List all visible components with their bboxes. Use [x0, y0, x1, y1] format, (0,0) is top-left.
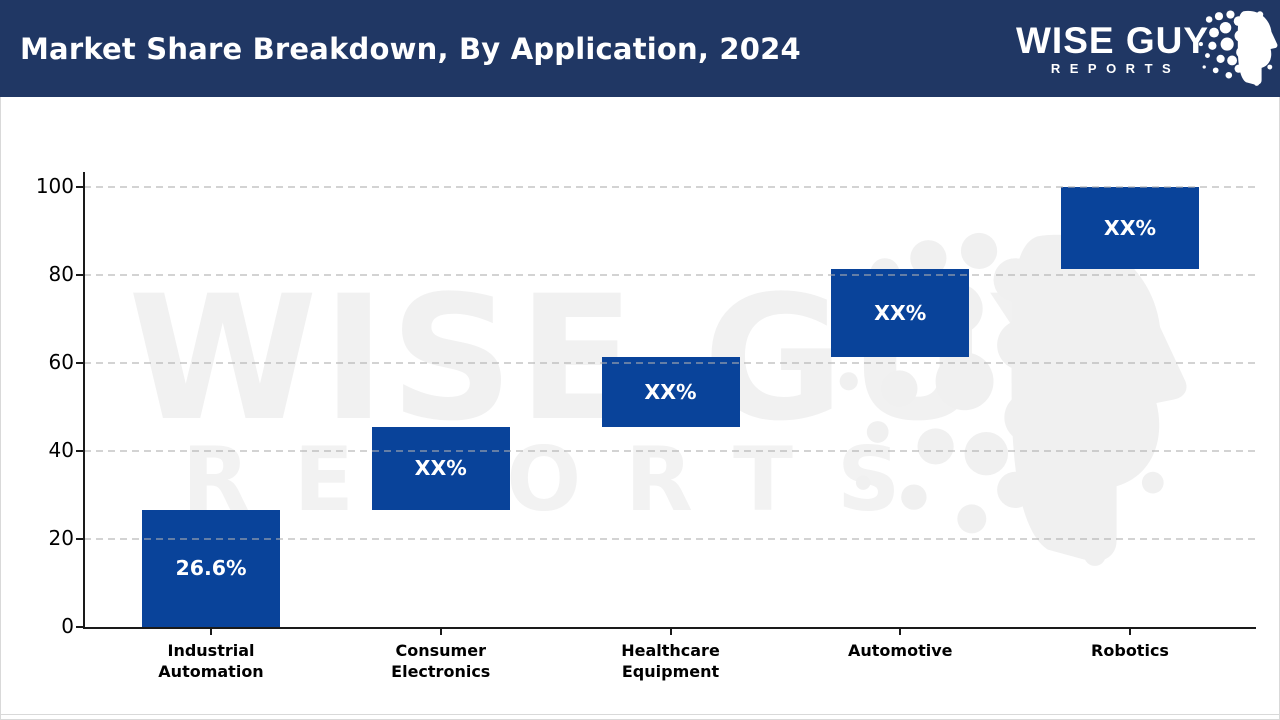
x-tick-mark	[1129, 629, 1131, 635]
y-tick-label: 100	[35, 173, 74, 198]
bar-consumer-electronics: XX%	[371, 426, 510, 510]
category-label-line: Consumer	[395, 641, 486, 660]
category-label-line: Robotics	[1091, 641, 1169, 660]
y-tick-mark	[76, 361, 84, 364]
gridline-60	[84, 361, 1256, 364]
y-tick-label: 60	[48, 349, 74, 374]
category-label-line: Equipment	[621, 662, 720, 681]
x-tick-mark	[210, 629, 212, 635]
category-label-line: Electronics	[391, 662, 491, 681]
y-axis-line	[83, 172, 85, 629]
x-tick-mark	[899, 629, 902, 635]
bar-value-label: XX%	[1103, 215, 1157, 240]
page-title: Market Share Breakdown, By Application, …	[20, 31, 801, 66]
watermark-subtitle: REPORTS	[182, 428, 945, 531]
x-axis-line	[83, 627, 1256, 629]
y-tick-label: 0	[61, 614, 74, 638]
gridline-80	[84, 273, 1256, 276]
bar-robotics: XX%	[1061, 186, 1199, 269]
left-border	[0, 97, 1, 720]
category-label-healthcare-equipment: Healthcare Equipment	[556, 640, 786, 682]
y-tick-label: 40	[48, 437, 74, 462]
category-label-consumer-electronics: Consumer Electronics	[326, 640, 556, 682]
category-label-line: Automotive	[848, 641, 953, 660]
bar-industrial-automation: 26.6%	[142, 509, 280, 627]
category-label-line: Industrial	[167, 641, 255, 660]
y-tick-mark	[76, 537, 84, 540]
bar-value-label: 26.6%	[175, 556, 247, 581]
gridline-20	[84, 537, 1256, 540]
category-label-industrial-automation: Industrial Automation	[96, 640, 326, 682]
category-label-robotics: Robotics	[1015, 640, 1245, 661]
category-label-automotive: Automotive	[785, 640, 1015, 661]
logo-text: WISE GUY REPORTS	[1016, 19, 1210, 76]
bar-value-label: XX%	[414, 456, 467, 481]
x-tick-mark	[439, 629, 442, 635]
y-tick-mark	[76, 449, 84, 452]
bar-healthcare-equipment: XX%	[601, 357, 740, 427]
logo-wordmark: WISE GUY	[1016, 19, 1210, 61]
bar-automotive: XX%	[831, 268, 970, 358]
y-tick-label: 20	[48, 525, 74, 550]
y-tick-label: 80	[48, 261, 74, 286]
y-tick-mark	[76, 273, 84, 276]
category-label-line: Healthcare	[621, 641, 720, 660]
x-tick-mark	[669, 629, 672, 635]
bar-value-label: XX%	[644, 379, 697, 404]
bar-value-label: XX%	[874, 301, 927, 326]
bottom-hairline	[0, 714, 1280, 715]
header-bar: Market Share Breakdown, By Application, …	[0, 0, 1280, 97]
gridline-40	[84, 449, 1256, 452]
y-tick-mark	[76, 185, 84, 188]
wise-guy-reports-logo: WISE GUY REPORTS	[1016, 6, 1278, 92]
category-label-line: Automation	[158, 662, 264, 681]
y-tick-mark	[76, 626, 84, 628]
logo-subtitle: REPORTS	[1050, 60, 1181, 76]
gridline-100	[84, 185, 1256, 188]
